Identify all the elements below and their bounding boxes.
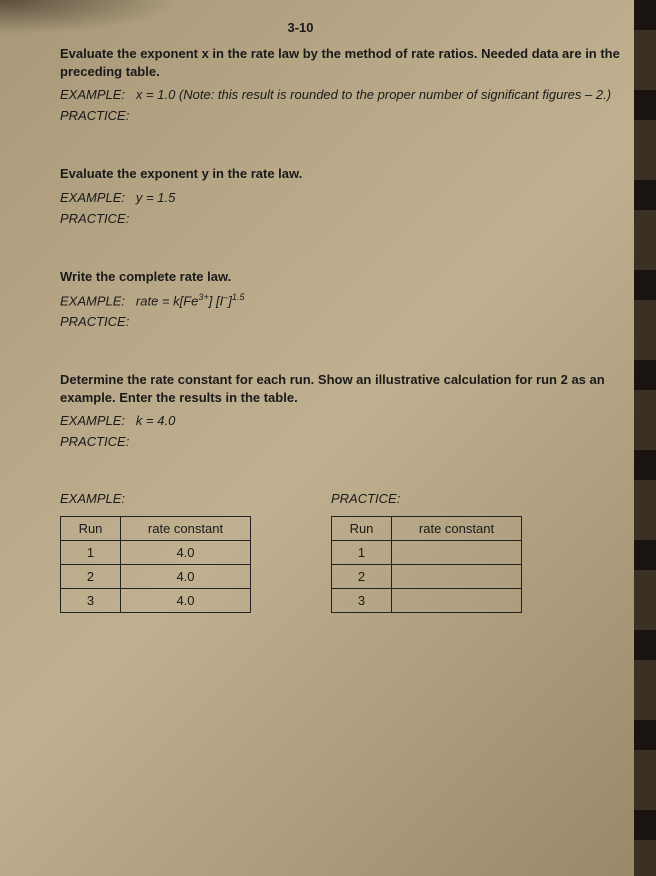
col-run-header: Run bbox=[61, 517, 121, 541]
cell-rc: 4.0 bbox=[121, 565, 251, 589]
example-note: (Note: this result is rounded to the pro… bbox=[179, 87, 611, 102]
table-row: 2 4.0 bbox=[61, 565, 251, 589]
section-exponent-x: Evaluate the exponent x in the rate law … bbox=[60, 45, 621, 123]
col-rc-header: rate constant bbox=[392, 517, 522, 541]
example-line: EXAMPLE: y = 1.5 bbox=[60, 190, 621, 205]
table-row: 3 4.0 bbox=[61, 589, 251, 613]
cell-run: 2 bbox=[61, 565, 121, 589]
section-rate-constant: Determine the rate constant for each run… bbox=[60, 371, 621, 449]
example-value: y = 1.5 bbox=[136, 190, 175, 205]
cell-rc bbox=[392, 589, 522, 613]
practice-table: Run rate constant 1 2 3 bbox=[331, 516, 522, 613]
example-line: EXAMPLE: rate = k[Fe3+] [I–]1.5 bbox=[60, 292, 621, 308]
practice-table-title: PRACTICE: bbox=[331, 491, 522, 506]
cell-run: 3 bbox=[332, 589, 392, 613]
prompt-text: Write the complete rate law. bbox=[60, 268, 621, 286]
practice-table-block: PRACTICE: Run rate constant 1 2 3 bbox=[331, 491, 522, 613]
rate-eq-sup3: 1.5 bbox=[232, 292, 245, 302]
rate-eq-mid: ] [I bbox=[209, 293, 223, 308]
prompt-text: Determine the rate constant for each run… bbox=[60, 371, 621, 407]
col-rc-header: rate constant bbox=[121, 517, 251, 541]
practice-label: PRACTICE: bbox=[60, 314, 621, 329]
cell-rc bbox=[392, 565, 522, 589]
practice-label: PRACTICE: bbox=[60, 211, 621, 226]
table-header-row: Run rate constant bbox=[332, 517, 522, 541]
example-line: EXAMPLE: x = 1.0 (Note: this result is r… bbox=[60, 87, 621, 102]
table-header-row: Run rate constant bbox=[61, 517, 251, 541]
cell-run: 1 bbox=[332, 541, 392, 565]
section-rate-law: Write the complete rate law. EXAMPLE: ra… bbox=[60, 268, 621, 330]
cell-rc: 4.0 bbox=[121, 541, 251, 565]
example-label: EXAMPLE: bbox=[60, 190, 125, 205]
table-row: 3 bbox=[332, 589, 522, 613]
prompt-text: Evaluate the exponent y in the rate law. bbox=[60, 165, 621, 183]
example-value: k = 4.0 bbox=[136, 413, 175, 428]
cell-run: 3 bbox=[61, 589, 121, 613]
example-line: EXAMPLE: k = 4.0 bbox=[60, 413, 621, 428]
cell-rc: 4.0 bbox=[121, 589, 251, 613]
table-row: 1 4.0 bbox=[61, 541, 251, 565]
example-label: EXAMPLE: bbox=[60, 293, 125, 308]
tables-row: EXAMPLE: Run rate constant 1 4.0 2 4.0 3… bbox=[60, 491, 621, 613]
table-row: 1 bbox=[332, 541, 522, 565]
page-number: 3-10 bbox=[60, 20, 621, 35]
example-value: x = 1.0 bbox=[136, 87, 175, 102]
example-table-block: EXAMPLE: Run rate constant 1 4.0 2 4.0 3… bbox=[60, 491, 251, 613]
rate-eq-sup1: 3+ bbox=[198, 292, 208, 302]
table-row: 2 bbox=[332, 565, 522, 589]
example-label: EXAMPLE: bbox=[60, 413, 125, 428]
practice-label: PRACTICE: bbox=[60, 434, 621, 449]
prompt-text: Evaluate the exponent x in the rate law … bbox=[60, 45, 621, 81]
cell-run: 1 bbox=[61, 541, 121, 565]
section-exponent-y: Evaluate the exponent y in the rate law.… bbox=[60, 165, 621, 225]
worksheet-page: 3-10 Evaluate the exponent x in the rate… bbox=[0, 0, 656, 633]
cell-rc bbox=[392, 541, 522, 565]
col-run-header: Run bbox=[332, 517, 392, 541]
rate-eq-prefix: rate = k[Fe bbox=[136, 293, 199, 308]
cell-run: 2 bbox=[332, 565, 392, 589]
example-table: Run rate constant 1 4.0 2 4.0 3 4.0 bbox=[60, 516, 251, 613]
example-label: EXAMPLE: bbox=[60, 87, 125, 102]
practice-label: PRACTICE: bbox=[60, 108, 621, 123]
example-table-title: EXAMPLE: bbox=[60, 491, 251, 506]
